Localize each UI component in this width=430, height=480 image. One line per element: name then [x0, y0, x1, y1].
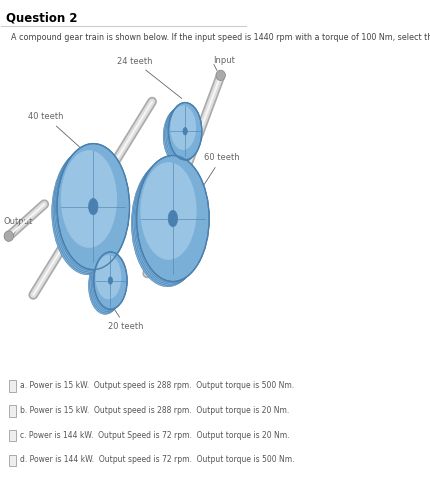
FancyBboxPatch shape [9, 430, 16, 442]
Ellipse shape [170, 106, 196, 150]
Ellipse shape [215, 70, 225, 81]
Ellipse shape [54, 146, 126, 272]
Ellipse shape [89, 256, 123, 313]
Ellipse shape [92, 253, 126, 311]
Ellipse shape [134, 158, 206, 284]
Ellipse shape [108, 277, 112, 284]
Ellipse shape [52, 149, 124, 275]
Text: b. Power is 15 kW.  Output speed is 288 rpm.  Output torque is 20 Nm.: b. Power is 15 kW. Output speed is 288 r… [20, 406, 289, 415]
Ellipse shape [55, 145, 128, 271]
Text: Output: Output [4, 217, 33, 227]
Text: 20 teeth: 20 teeth [108, 307, 143, 331]
Text: 60 teeth: 60 teeth [197, 154, 239, 194]
FancyBboxPatch shape [9, 405, 16, 417]
Ellipse shape [95, 255, 121, 300]
Ellipse shape [88, 257, 122, 314]
Text: 40 teeth: 40 teeth [28, 112, 82, 149]
Text: Question 2: Question 2 [6, 12, 77, 25]
Ellipse shape [53, 147, 125, 274]
Ellipse shape [132, 159, 205, 286]
FancyBboxPatch shape [9, 455, 16, 466]
Ellipse shape [61, 150, 117, 248]
Text: A compound gear train is shown below. If the input speed is 1440 rpm with a torq: A compound gear train is shown below. If… [11, 34, 430, 42]
Ellipse shape [91, 254, 124, 312]
Ellipse shape [167, 104, 200, 161]
Ellipse shape [163, 108, 196, 165]
Ellipse shape [94, 252, 127, 309]
Ellipse shape [164, 107, 197, 164]
Text: 24 teeth: 24 teeth [116, 57, 181, 98]
Ellipse shape [57, 144, 129, 270]
Ellipse shape [136, 156, 209, 281]
Ellipse shape [57, 144, 129, 270]
Ellipse shape [88, 198, 98, 215]
Text: Input: Input [213, 56, 235, 65]
Ellipse shape [183, 128, 187, 135]
FancyBboxPatch shape [9, 380, 16, 392]
Ellipse shape [168, 103, 201, 160]
Ellipse shape [131, 161, 203, 287]
Ellipse shape [168, 103, 201, 160]
Text: a. Power is 15 kW.  Output speed is 288 rpm.  Output torque is 500 Nm.: a. Power is 15 kW. Output speed is 288 r… [20, 381, 293, 390]
Text: c. Power is 144 kW.  Output Speed is 72 rpm.  Output torque is 20 Nm.: c. Power is 144 kW. Output Speed is 72 r… [20, 431, 289, 440]
Ellipse shape [135, 157, 207, 283]
Ellipse shape [4, 231, 13, 241]
Ellipse shape [140, 162, 196, 260]
Text: d. Power is 144 kW.  Output speed is 72 rpm.  Output torque is 500 Nm.: d. Power is 144 kW. Output speed is 72 r… [20, 456, 294, 465]
Ellipse shape [166, 105, 199, 162]
Ellipse shape [136, 156, 209, 281]
Ellipse shape [168, 210, 177, 227]
Ellipse shape [94, 252, 127, 309]
